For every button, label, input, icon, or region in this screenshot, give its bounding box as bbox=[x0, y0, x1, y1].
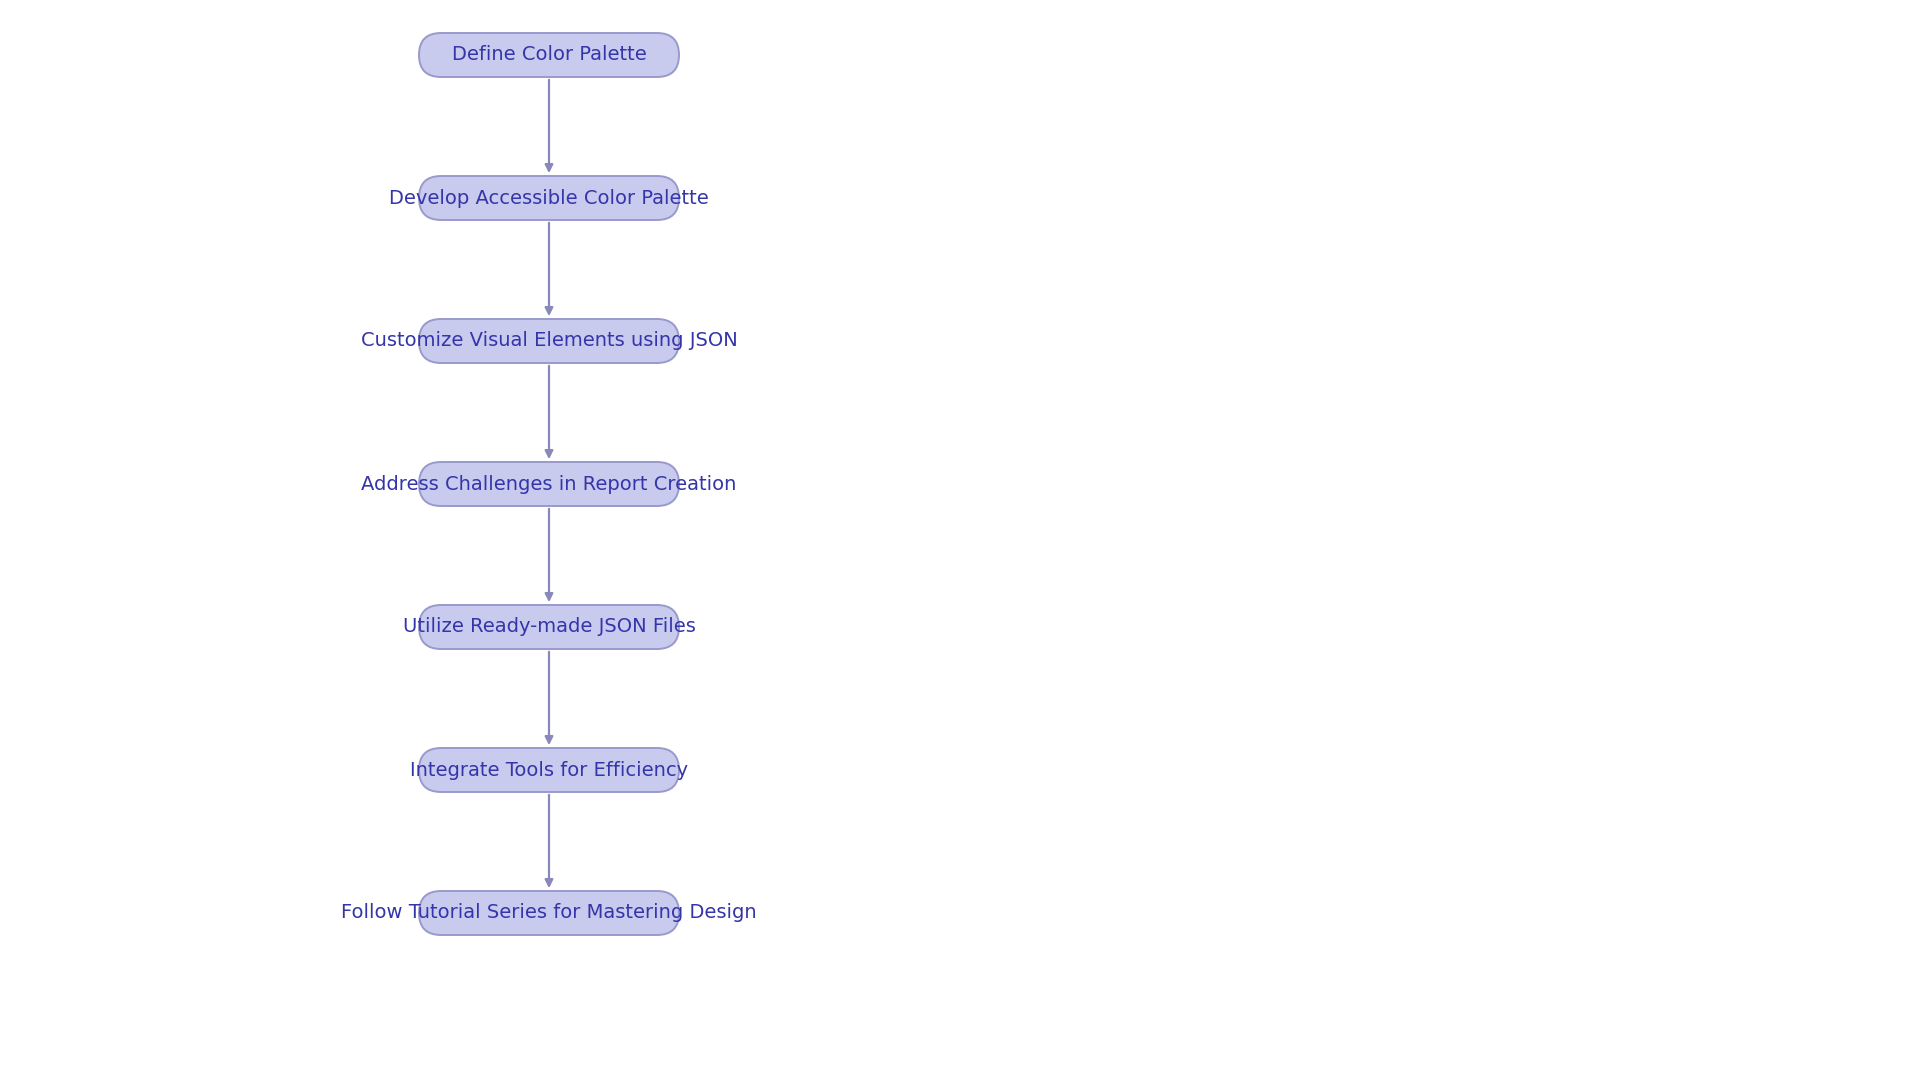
FancyBboxPatch shape bbox=[419, 32, 680, 77]
FancyBboxPatch shape bbox=[419, 462, 680, 506]
Text: Define Color Palette: Define Color Palette bbox=[451, 45, 647, 65]
FancyBboxPatch shape bbox=[419, 177, 680, 220]
Text: Utilize Ready-made JSON Files: Utilize Ready-made JSON Files bbox=[403, 617, 695, 637]
Text: Address Challenges in Report Creation: Address Challenges in Report Creation bbox=[361, 474, 737, 494]
Text: Customize Visual Elements using JSON: Customize Visual Elements using JSON bbox=[361, 331, 737, 351]
Text: Follow Tutorial Series for Mastering Design: Follow Tutorial Series for Mastering Des… bbox=[342, 903, 756, 923]
FancyBboxPatch shape bbox=[419, 891, 680, 935]
FancyBboxPatch shape bbox=[419, 748, 680, 792]
FancyBboxPatch shape bbox=[419, 319, 680, 363]
Text: Integrate Tools for Efficiency: Integrate Tools for Efficiency bbox=[411, 760, 687, 780]
FancyBboxPatch shape bbox=[419, 605, 680, 649]
Text: Develop Accessible Color Palette: Develop Accessible Color Palette bbox=[390, 188, 708, 208]
